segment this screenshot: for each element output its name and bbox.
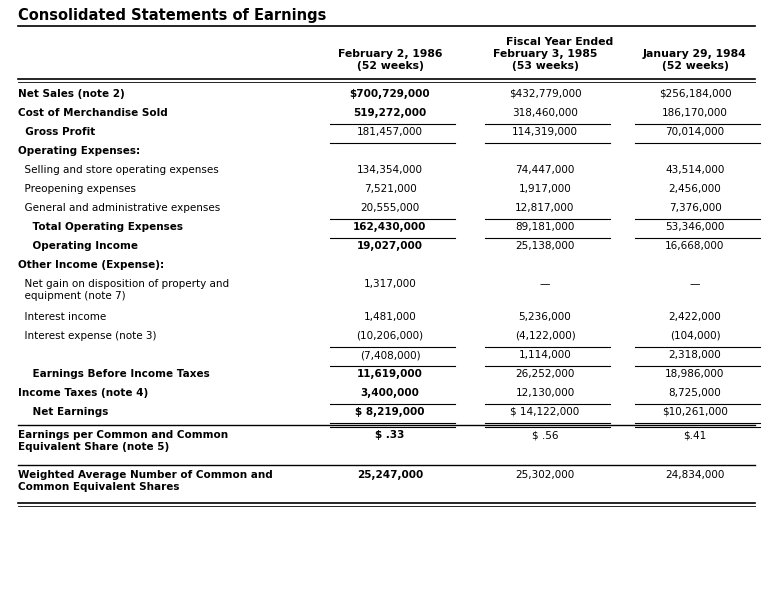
Text: Gross Profit: Gross Profit [18,127,96,137]
Text: 43,514,000: 43,514,000 [665,165,725,175]
Text: Operating Expenses:: Operating Expenses: [18,146,140,156]
Text: Fiscal Year Ended: Fiscal Year Ended [507,37,614,47]
Text: (10,206,000): (10,206,000) [356,331,423,341]
Text: 12,817,000: 12,817,000 [515,203,574,213]
Text: February 3, 1985
(53 weeks): February 3, 1985 (53 weeks) [493,49,598,71]
Text: 89,181,000: 89,181,000 [515,222,574,232]
Text: 19,027,000: 19,027,000 [357,241,423,251]
Text: 70,014,000: 70,014,000 [665,127,725,137]
Text: 3,400,000: 3,400,000 [361,388,419,398]
Text: 8,725,000: 8,725,000 [668,388,722,398]
Text: Consolidated Statements of Earnings: Consolidated Statements of Earnings [18,8,326,23]
Text: (104,000): (104,000) [670,331,720,341]
Text: $432,779,000: $432,779,000 [509,89,581,99]
Text: Earnings per Common and Common
Equivalent Share (note 5): Earnings per Common and Common Equivalen… [18,430,228,452]
Text: Income Taxes (note 4): Income Taxes (note 4) [18,388,148,398]
Text: $256,184,000: $256,184,000 [658,89,732,99]
Text: Net Sales (note 2): Net Sales (note 2) [18,89,125,99]
Text: $ .33: $ .33 [375,430,405,440]
Text: Interest income: Interest income [18,312,106,322]
Text: Net Earnings: Net Earnings [18,407,109,417]
Text: (7,408,000): (7,408,000) [360,350,420,360]
Text: 18,986,000: 18,986,000 [665,369,725,379]
Text: Operating Income: Operating Income [18,241,138,251]
Text: Earnings Before Income Taxes: Earnings Before Income Taxes [18,369,210,379]
Text: $10,261,000: $10,261,000 [662,407,728,417]
Text: Selling and store operating expenses: Selling and store operating expenses [18,165,219,175]
Text: 1,481,000: 1,481,000 [364,312,416,322]
Text: 7,376,000: 7,376,000 [668,203,722,213]
Text: 25,247,000: 25,247,000 [357,470,423,480]
Text: 519,272,000: 519,272,000 [353,108,426,118]
Text: 16,668,000: 16,668,000 [665,241,725,251]
Text: 74,447,000: 74,447,000 [515,165,574,175]
Text: 26,252,000: 26,252,000 [515,369,574,379]
Text: 7,521,000: 7,521,000 [364,184,416,194]
Text: General and administrative expenses: General and administrative expenses [18,203,221,213]
Text: 186,170,000: 186,170,000 [662,108,728,118]
Text: 1,917,000: 1,917,000 [519,184,571,194]
Text: 134,354,000: 134,354,000 [357,165,423,175]
Text: 2,422,000: 2,422,000 [668,312,722,322]
Text: February 2, 1986
(52 weeks): February 2, 1986 (52 weeks) [338,49,443,71]
Text: 11,619,000: 11,619,000 [357,369,423,379]
Text: 24,834,000: 24,834,000 [665,470,725,480]
Text: —: — [690,279,700,289]
Text: 1,317,000: 1,317,000 [364,279,416,289]
Text: 114,319,000: 114,319,000 [512,127,578,137]
Text: 2,456,000: 2,456,000 [668,184,722,194]
Text: 162,430,000: 162,430,000 [353,222,426,232]
Text: Weighted Average Number of Common and
Common Equivalent Shares: Weighted Average Number of Common and Co… [18,470,273,492]
Text: Total Operating Expenses: Total Operating Expenses [18,222,183,232]
Text: $700,729,000: $700,729,000 [350,89,430,99]
Text: 2,318,000: 2,318,000 [668,350,722,360]
Text: $ 8,219,000: $ 8,219,000 [355,407,425,417]
Text: Other Income (Expense):: Other Income (Expense): [18,260,164,270]
Text: 181,457,000: 181,457,000 [357,127,423,137]
Text: Cost of Merchandise Sold: Cost of Merchandise Sold [18,108,168,118]
Text: 25,138,000: 25,138,000 [515,241,574,251]
Text: 318,460,000: 318,460,000 [512,108,578,118]
Text: —: — [540,279,550,289]
Text: Net gain on disposition of property and
  equipment (note 7): Net gain on disposition of property and … [18,279,229,300]
Text: 20,555,000: 20,555,000 [360,203,419,213]
Text: $ 14,122,000: $ 14,122,000 [510,407,580,417]
Text: January 29, 1984
(52 weeks): January 29, 1984 (52 weeks) [643,49,747,71]
Text: 12,130,000: 12,130,000 [515,388,574,398]
Text: (4,122,000): (4,122,000) [514,331,575,341]
Text: 53,346,000: 53,346,000 [665,222,725,232]
Text: $.41: $.41 [683,430,707,440]
Text: 5,236,000: 5,236,000 [519,312,571,322]
Text: 1,114,000: 1,114,000 [519,350,571,360]
Text: 25,302,000: 25,302,000 [515,470,574,480]
Text: Interest expense (note 3): Interest expense (note 3) [18,331,157,341]
Text: $ .56: $ .56 [532,430,558,440]
Text: Preopening expenses: Preopening expenses [18,184,136,194]
